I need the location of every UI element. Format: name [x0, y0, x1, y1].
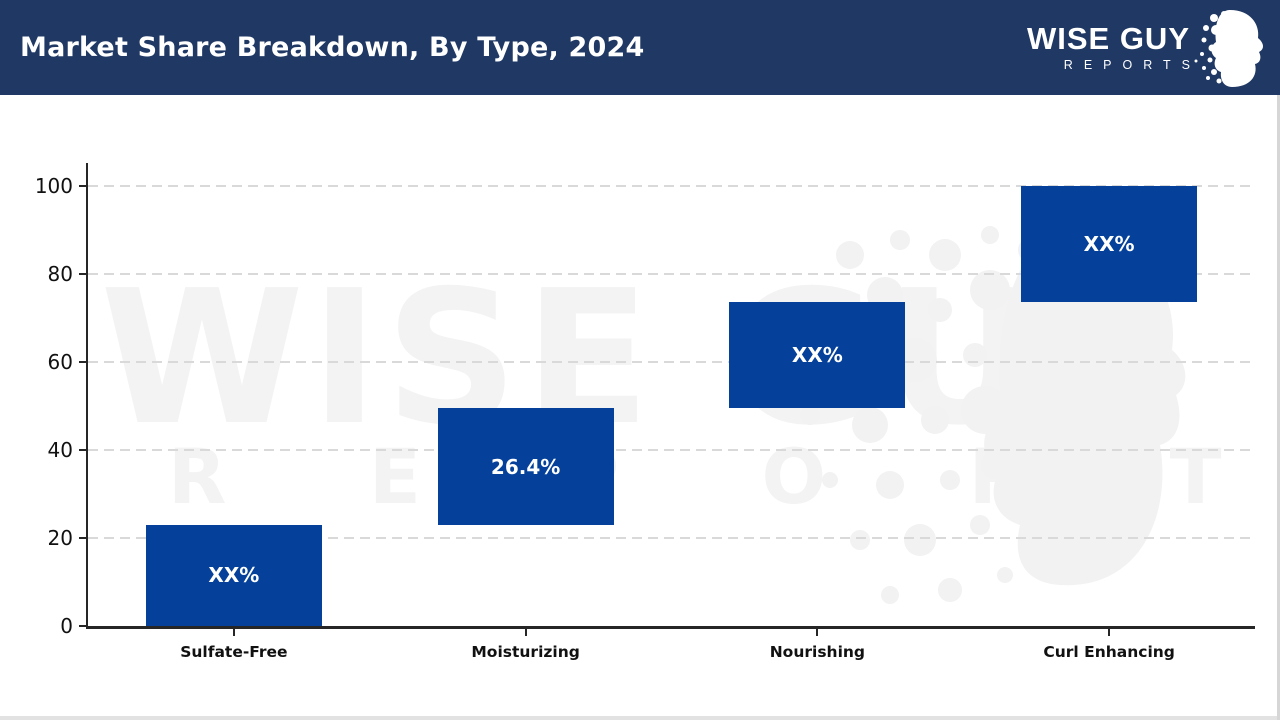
- y-tick-label: 100: [34, 173, 73, 198]
- x-axis: [86, 626, 1255, 629]
- y-tick-label: 0: [60, 614, 73, 638]
- y-axis: [86, 163, 88, 628]
- bar-sulfate-free: XX%: [145, 524, 322, 626]
- x-tick-label-nourishing: Nourishing: [769, 643, 866, 661]
- x-tick-label-curl-enhancing: Curl Enhancing: [1043, 643, 1175, 661]
- y-tick-label: 60: [47, 349, 73, 374]
- y-tick-label: 20: [47, 525, 73, 550]
- y-tick-label: 80: [47, 261, 73, 286]
- gridline: [88, 272, 1255, 275]
- bar-value-label: XX%: [1083, 231, 1135, 256]
- plot-area: 0 20 40 60 80 100 XX% Sulfate-Free 26.4% Moisturi…: [35, 163, 1255, 661]
- y-axis-tick: [79, 448, 86, 451]
- bar-value-label: XX%: [208, 563, 260, 588]
- y-axis-tick: [79, 184, 86, 187]
- y-axis-tick: [79, 625, 86, 627]
- brand-logo-text: WISE GUY REPORTS: [1027, 23, 1190, 72]
- page-right-border: [1277, 95, 1280, 720]
- header-bar: Market Share Breakdown, By Type, 2024 WI…: [0, 0, 1280, 95]
- brand-name: WISE GUY: [1026, 21, 1190, 57]
- face-logo-icon: [1194, 9, 1264, 87]
- bar-moisturizing: 26.4%: [437, 408, 614, 525]
- brand-subtitle: REPORTS: [1063, 58, 1201, 73]
- gridline: [88, 184, 1255, 187]
- y-tick-label: 40: [47, 437, 73, 462]
- x-axis-tick: [524, 629, 527, 636]
- gridline: [88, 448, 1255, 451]
- y-axis-tick: [79, 536, 86, 539]
- x-axis-tick: [232, 629, 235, 636]
- gridline: [88, 536, 1255, 539]
- bar-value-label: XX%: [791, 343, 843, 368]
- y-axis-tick: [79, 272, 86, 275]
- x-axis-tick: [1108, 629, 1111, 636]
- bar-value-label: 26.4%: [490, 454, 561, 479]
- page-title: Market Share Breakdown, By Type, 2024: [20, 32, 645, 63]
- x-axis-tick: [816, 629, 819, 636]
- bar-curl-enhancing: XX%: [1021, 185, 1198, 303]
- y-axis-tick: [79, 360, 86, 363]
- bar-nourishing: XX%: [729, 302, 906, 409]
- x-tick-label-sulfate-free: Sulfate-Free: [180, 643, 288, 661]
- brand-logo: WISE GUY REPORTS: [1027, 6, 1266, 90]
- x-tick-label-moisturizing: Moisturizing: [471, 643, 580, 661]
- page-bottom-border: [0, 716, 1280, 720]
- gridline: [88, 360, 1255, 363]
